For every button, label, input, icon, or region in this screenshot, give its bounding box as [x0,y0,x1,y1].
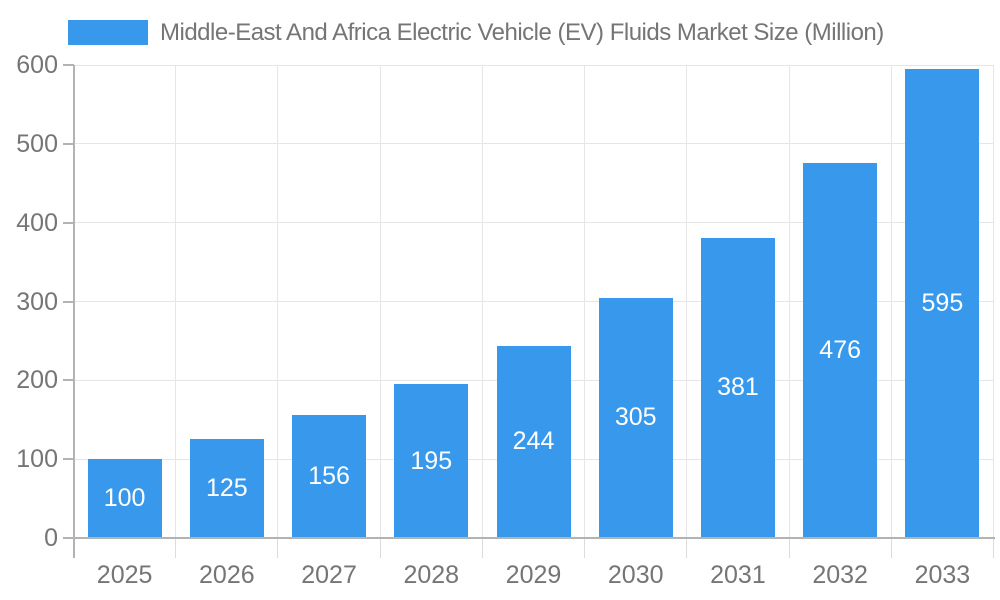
bar-2027 [292,415,367,538]
bar-2025 [87,459,162,538]
v-gridline-upper [277,65,279,538]
y-tick [62,300,74,303]
y-tick [62,221,74,224]
bar-value-label: 156 [308,462,350,490]
v-gridline-upper [481,65,483,538]
y-tick [62,458,74,461]
y-tick [62,64,74,66]
y-tick [62,537,74,539]
bar-2030 [598,297,673,538]
v-gridline-upper [379,65,381,538]
x-tick-label: 2028 [403,561,460,589]
v-gridline-upper [788,65,790,538]
chart-title: Middle-East And Africa Electric Vehicle … [160,19,884,46]
v-gridline-upper [175,65,177,538]
bar-value-label: 305 [614,403,657,432]
bar-value-label: 476 [819,335,862,364]
x-tick-label: 2032 [812,561,868,589]
h-gridline [73,64,994,66]
y-tick-label: 400 [16,208,58,237]
y-tick-label: 200 [16,366,58,395]
bar-2029 [496,345,571,538]
x-axis-line [72,537,995,539]
h-gridline [73,301,994,302]
x-tick-label: 2033 [914,561,971,589]
y-tick-label: 500 [16,129,58,158]
bar-value-label: 381 [717,373,759,402]
v-gridline-upper [584,65,586,538]
y-tick-label: 0 [44,524,58,552]
bar-2026 [189,439,264,538]
v-gridline-upper [993,65,994,538]
y-tick-label: 600 [16,51,58,79]
legend-swatch [68,20,148,45]
h-gridline [73,143,994,145]
bar-2033 [905,68,980,538]
bar-value-label: 100 [103,484,146,513]
bar-value-label: 244 [512,427,555,456]
x-tick-label: 2031 [710,561,766,589]
y-tick-label: 100 [16,445,58,474]
bar-2028 [394,384,469,538]
v-gridline-upper [890,65,892,538]
y-tick [62,142,74,145]
y-tick [62,379,74,382]
legend: Middle-East And Africa Electric Vehicle … [68,20,884,45]
x-tick-label: 2026 [199,561,255,589]
bar-2031 [700,237,775,538]
y-tick-label: 300 [16,287,58,316]
bar-2032 [803,162,878,538]
bar-value-label: 595 [921,288,964,317]
bar-value-label: 125 [205,474,248,503]
x-tick-label: 2030 [607,561,664,589]
x-tick-label: 2027 [301,561,357,589]
bar-value-label: 195 [410,446,453,475]
v-gridline-upper [686,65,688,538]
x-tick-label: 2029 [505,561,562,589]
h-gridline [73,222,994,224]
x-tick-label: 2025 [96,561,153,589]
y-axis-line [72,65,75,558]
